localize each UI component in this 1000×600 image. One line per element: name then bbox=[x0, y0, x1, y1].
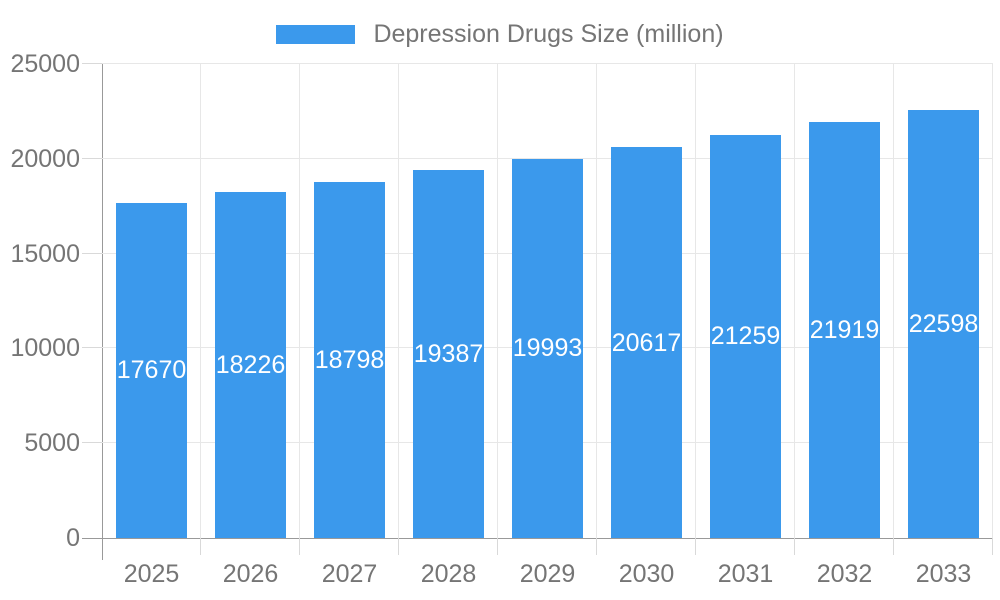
y-axis-label: 0 bbox=[66, 524, 80, 552]
x-axis-tick bbox=[893, 538, 894, 555]
x-gridline bbox=[794, 64, 795, 538]
y-axis-tick bbox=[82, 442, 102, 444]
x-axis-label: 2025 bbox=[123, 560, 180, 588]
bar-2029[interactable] bbox=[512, 158, 583, 538]
y-gridline bbox=[102, 157, 993, 159]
bar-2025[interactable] bbox=[116, 202, 187, 538]
legend-swatch-icon bbox=[276, 24, 356, 44]
x-gridline bbox=[893, 64, 894, 538]
y-axis-tick bbox=[82, 252, 102, 254]
x-axis-label: 2031 bbox=[717, 560, 774, 588]
x-axis-tick bbox=[497, 538, 498, 555]
y-axis-label: 10000 bbox=[10, 334, 80, 363]
x-gridline bbox=[200, 64, 201, 538]
bar-2031[interactable] bbox=[710, 134, 781, 538]
x-axis-tick bbox=[794, 538, 795, 555]
bar-2032[interactable] bbox=[809, 122, 880, 538]
x-axis-tick bbox=[200, 538, 201, 555]
y-axis-line bbox=[102, 64, 103, 560]
y-axis-label: 15000 bbox=[10, 239, 80, 268]
x-axis-label: 2033 bbox=[915, 560, 972, 588]
bar-2027[interactable] bbox=[314, 181, 385, 538]
x-axis-label: 2029 bbox=[519, 560, 576, 588]
bar-2026[interactable] bbox=[215, 192, 286, 538]
x-axis-label: 2026 bbox=[222, 560, 279, 588]
x-gridline bbox=[695, 64, 696, 538]
x-axis-tick bbox=[992, 538, 993, 555]
x-axis-tick bbox=[299, 538, 300, 555]
bar-2028[interactable] bbox=[413, 170, 484, 538]
x-axis-label: 2027 bbox=[321, 560, 378, 588]
y-axis-tick bbox=[82, 63, 102, 64]
y-axis-tick bbox=[82, 347, 102, 349]
x-gridline bbox=[596, 64, 597, 538]
bar-2030[interactable] bbox=[611, 147, 682, 538]
x-gridline bbox=[497, 64, 498, 538]
plot-area: 0 5000 10000 15000 20000 25000 17670 2025 18226 2… bbox=[10, 50, 993, 588]
bar-2033[interactable] bbox=[908, 109, 979, 538]
x-axis-label: 2030 bbox=[618, 560, 675, 588]
y-axis-tick bbox=[82, 157, 102, 159]
y-axis-label: 20000 bbox=[10, 144, 80, 173]
y-axis-label: 25000 bbox=[10, 50, 80, 78]
x-axis-tick bbox=[596, 538, 597, 555]
x-gridline bbox=[398, 64, 399, 538]
y-gridline bbox=[102, 63, 993, 64]
legend-label: Depression Drugs Size (million) bbox=[373, 20, 724, 48]
x-gridline bbox=[992, 64, 993, 538]
x-axis-line bbox=[82, 538, 993, 539]
legend[interactable]: Depression Drugs Size (million) bbox=[0, 18, 1000, 50]
x-axis-label: 2032 bbox=[816, 560, 873, 588]
x-gridline bbox=[299, 64, 300, 538]
x-axis-label: 2028 bbox=[420, 560, 477, 588]
x-axis-tick bbox=[398, 538, 399, 555]
x-axis-tick bbox=[695, 538, 696, 555]
y-axis-label: 5000 bbox=[24, 429, 80, 458]
